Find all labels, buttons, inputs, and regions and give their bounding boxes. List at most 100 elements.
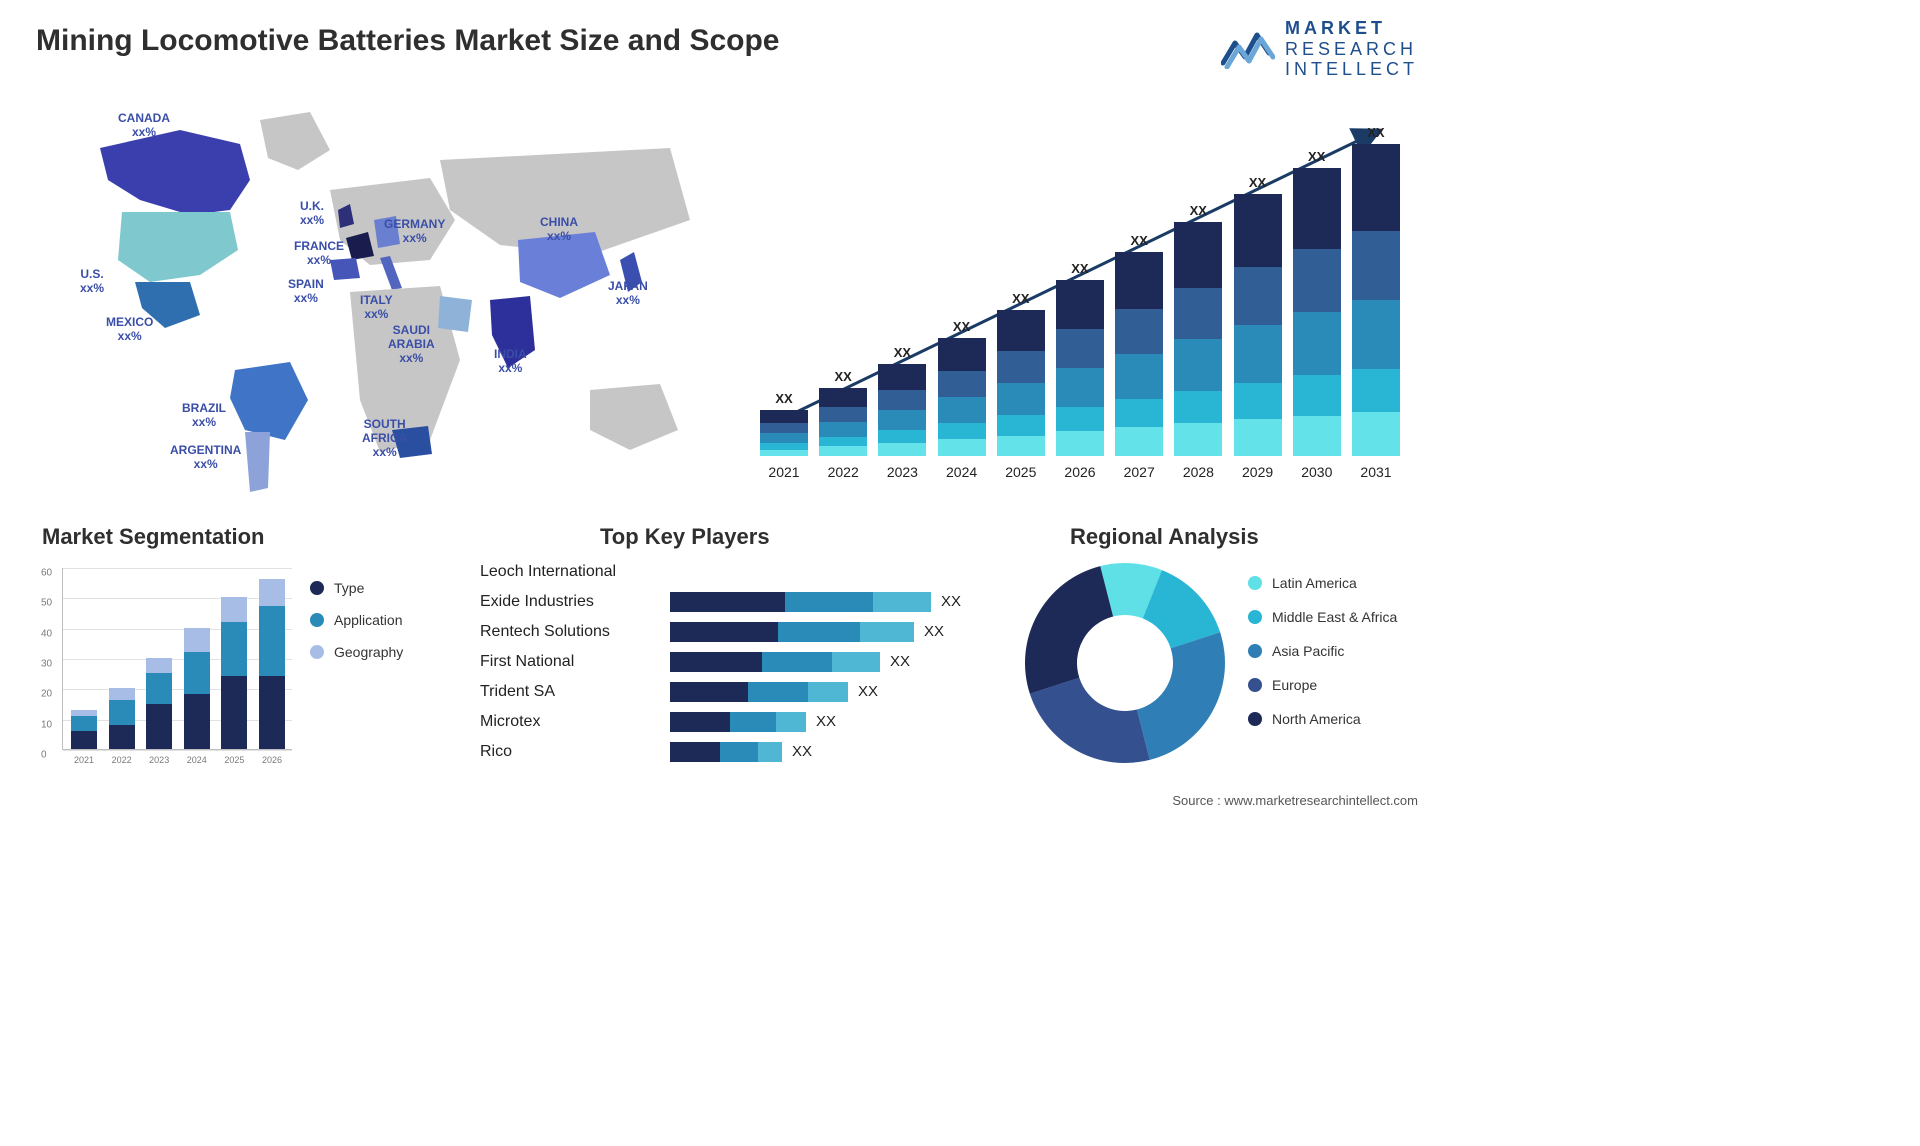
player-value-label: XX: [941, 593, 961, 610]
seg-bar-2024: 2024: [184, 628, 210, 749]
seg-bar-segment: [184, 628, 210, 652]
main-bar-seg: [1115, 427, 1163, 456]
main-bar-value-label: XX: [1249, 175, 1266, 190]
donut-slice-asia-pacific: [1137, 632, 1225, 760]
seg-bar-segment: [221, 676, 247, 749]
donut-slice-europe: [1030, 678, 1150, 763]
player-name: Rico: [480, 743, 670, 761]
source-attribution: Source : www.marketresearchintellect.com: [1172, 793, 1418, 808]
map-label-u-s-: U.S.xx%: [80, 268, 104, 296]
seg-bar-segment: [259, 579, 285, 606]
main-bar-seg: [1056, 329, 1104, 368]
player-row: Rico XX: [480, 740, 990, 763]
legend-dot: [1248, 678, 1262, 692]
legend-dot: [310, 613, 324, 627]
player-bar-seg: [808, 682, 848, 702]
player-bar-seg: [758, 742, 782, 762]
main-bar-seg: [819, 437, 867, 447]
player-bar-seg: [670, 682, 748, 702]
region-legend-item: Latin America: [1248, 575, 1397, 591]
main-bar-seg: [819, 446, 867, 456]
main-bar-year-label: 2026: [1056, 464, 1104, 480]
seg-x-label: 2022: [109, 755, 135, 765]
seg-y-label: 50: [41, 598, 52, 609]
main-bar-2030: XX: [1293, 149, 1341, 456]
main-bar-seg: [997, 436, 1045, 456]
main-bar-seg: [1115, 354, 1163, 399]
main-bar-seg: [878, 410, 926, 430]
main-bar-seg: [819, 422, 867, 437]
map-label-germany: GERMANYxx%: [384, 218, 445, 246]
main-bar-2029: XX: [1234, 175, 1282, 456]
map-label-canada: CANADAxx%: [118, 112, 170, 140]
main-bar-2021: XX: [760, 391, 808, 456]
player-bar-seg: [873, 592, 931, 612]
seg-bar-segment: [184, 694, 210, 749]
seg-x-label: 2026: [259, 755, 285, 765]
map-region-usa: [118, 212, 238, 282]
player-value-label: XX: [816, 713, 836, 730]
legend-label: Geography: [334, 644, 403, 660]
main-bar-seg: [1174, 391, 1222, 424]
regional-legend: Latin AmericaMiddle East & AfricaAsia Pa…: [1248, 575, 1397, 745]
legend-label: Latin America: [1272, 575, 1357, 591]
donut-slice-north-america: [1025, 566, 1113, 694]
legend-label: Asia Pacific: [1272, 643, 1344, 659]
seg-legend-item: Geography: [310, 644, 403, 660]
main-bar-seg: [1352, 231, 1400, 300]
player-bar-seg: [860, 622, 914, 642]
player-bar-seg: [832, 652, 880, 672]
player-row: Leoch International: [480, 560, 990, 583]
main-bar-seg: [1293, 249, 1341, 312]
player-bar: [670, 592, 931, 612]
player-value-label: XX: [792, 743, 812, 760]
map-label-spain: SPAINxx%: [288, 278, 324, 306]
seg-x-label: 2021: [71, 755, 97, 765]
player-row: Trident SAXX: [480, 680, 990, 703]
seg-x-label: 2025: [221, 755, 247, 765]
map-region-saudi: [438, 296, 472, 332]
main-bar-seg: [1352, 369, 1400, 413]
seg-bar-segment: [184, 652, 210, 694]
main-bar-year-label: 2029: [1234, 464, 1282, 480]
player-name: Exide Industries: [480, 593, 670, 611]
main-bar-seg: [760, 410, 808, 423]
map-label-italy: ITALYxx%: [360, 294, 393, 322]
legend-dot: [1248, 610, 1262, 624]
main-bar-seg: [1174, 222, 1222, 288]
main-bar-seg: [878, 364, 926, 390]
map-region-australia: [590, 384, 678, 450]
player-bar-seg: [670, 742, 720, 762]
map-label-saudi-arabia: SAUDIARABIAxx%: [388, 324, 435, 365]
player-bar-seg: [670, 592, 785, 612]
seg-bar-2025: 2025: [221, 597, 247, 749]
player-name: Trident SA: [480, 683, 670, 701]
main-bar-year-label: 2027: [1115, 464, 1163, 480]
main-stacked-bar-chart: XXXXXXXXXXXXXXXXXXXXXX 20212022202320242…: [760, 120, 1400, 480]
main-bar-year-label: 2031: [1352, 464, 1400, 480]
legend-dot: [1248, 644, 1262, 658]
main-bar-2022: XX: [819, 369, 867, 456]
seg-bar-segment: [109, 700, 135, 724]
map-label-brazil: BRAZILxx%: [182, 402, 226, 430]
main-bar-seg: [1352, 144, 1400, 231]
map-label-france: FRANCExx%: [294, 240, 344, 268]
player-bar-seg: [776, 712, 806, 732]
main-bar-value-label: XX: [1130, 233, 1147, 248]
main-bar-2027: XX: [1115, 233, 1163, 456]
map-label-china: CHINAxx%: [540, 216, 578, 244]
logo-icon: [1221, 29, 1275, 69]
regional-donut: [1020, 558, 1230, 768]
player-row: First NationalXX: [480, 650, 990, 673]
main-bar-seg: [1056, 431, 1104, 456]
main-bar-value-label: XX: [1071, 261, 1088, 276]
main-bar-year-label: 2028: [1174, 464, 1222, 480]
main-bar-seg: [1293, 312, 1341, 375]
seg-bar-segment: [259, 676, 285, 749]
main-bar-2024: XX: [938, 319, 986, 456]
main-bar-2031: XX: [1352, 125, 1400, 456]
main-bar-seg: [997, 383, 1045, 415]
map-region-brazil: [230, 362, 308, 440]
main-bar-value-label: XX: [1190, 203, 1207, 218]
main-bar-seg: [938, 397, 986, 423]
